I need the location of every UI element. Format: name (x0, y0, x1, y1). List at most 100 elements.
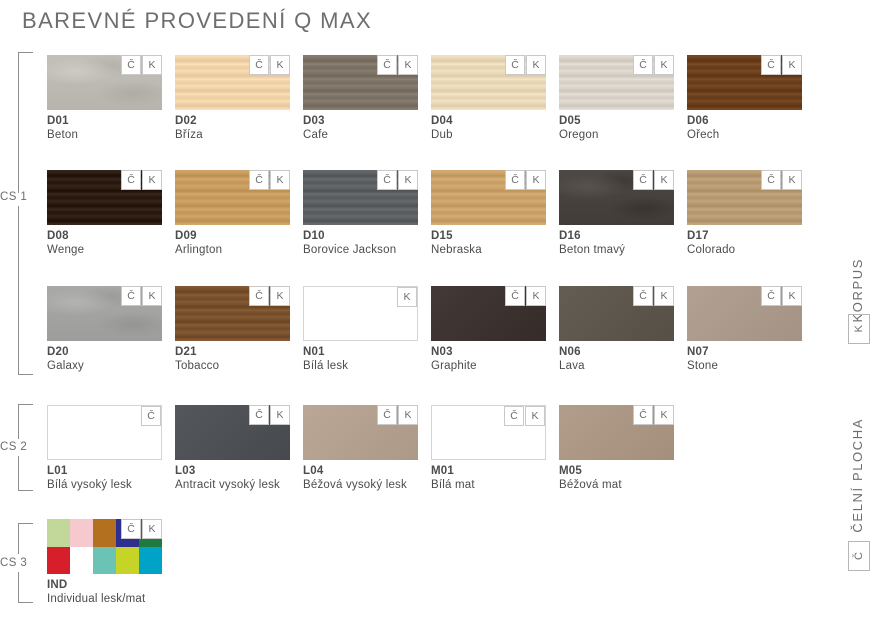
badge-group: Č K (120, 286, 162, 306)
swatch-cell[interactable]: Č K D03 Cafe (303, 55, 418, 141)
swatch-name: Bříza (175, 129, 203, 141)
bracket-cs2-bottom (18, 456, 33, 491)
swatch-color[interactable]: Č K (431, 405, 546, 460)
swatch-cell[interactable]: Č K D17 Colorado (687, 170, 802, 256)
swatch-color[interactable]: Č K (559, 405, 674, 460)
badge-korpus: K (142, 286, 162, 306)
swatch-cell[interactable]: Č K D20 Galaxy (47, 286, 162, 372)
swatch-cell[interactable]: Č K D01 Beton (47, 55, 162, 141)
badge-korpus: K (782, 55, 802, 75)
badge-group: Č K (760, 170, 802, 190)
ind-color-cell[interactable] (70, 519, 93, 547)
badge-korpus: K (270, 55, 290, 75)
badge-group: Č K (760, 55, 802, 75)
swatch-cell[interactable]: Č K D16 Beton tmavý (559, 170, 674, 256)
ind-color-cell[interactable] (93, 519, 116, 547)
swatch-cell[interactable]: Č K D04 Dub (431, 55, 546, 141)
legend-celni-label: ČELNÍ PLOCHA (850, 418, 865, 533)
swatch-cell[interactable]: Č K IND Individual lesk/mat (47, 519, 162, 605)
ind-color-cell[interactable] (93, 546, 116, 574)
swatch-cell[interactable]: Č K L03 Antracit vysoký lesk (175, 405, 290, 491)
swatch-name: Béžová vysoký lesk (303, 479, 407, 491)
badge-group: Č K (120, 170, 162, 190)
swatch-code: L03 (175, 465, 196, 477)
swatch-code: D06 (687, 115, 709, 127)
swatch-code: D16 (559, 230, 581, 242)
badge-group: Č K (504, 55, 546, 75)
swatch-cell[interactable]: Č K D15 Nebraska (431, 170, 546, 256)
swatch-cell[interactable]: Č K D02 Bříza (175, 55, 290, 141)
bracket-cs3-top (18, 523, 33, 554)
badge-korpus: K (270, 286, 290, 306)
badge-korpus: K (142, 519, 162, 539)
swatch-cell[interactable]: Č K D06 Ořech (687, 55, 802, 141)
badge-celni: Č (121, 170, 141, 190)
swatch-color[interactable]: Č K (303, 55, 418, 110)
swatch-code: D04 (431, 115, 453, 127)
swatch-cell[interactable]: Č K M01 Bílá mat (431, 405, 546, 491)
badge-korpus: K (142, 55, 162, 75)
swatch-cell[interactable]: Č K N06 Lava (559, 286, 674, 372)
swatch-color[interactable]: Č K (559, 170, 674, 225)
swatch-code: M01 (431, 465, 454, 477)
swatch-color[interactable]: Č K (175, 55, 290, 110)
swatch-color[interactable]: Č K (175, 286, 290, 341)
swatch-color[interactable]: Č K (303, 170, 418, 225)
badge-celni: Č (761, 55, 781, 75)
swatch-code: L04 (303, 465, 324, 477)
swatch-color[interactable]: Č K (303, 405, 418, 460)
badge-korpus: K (782, 286, 802, 306)
badge-celni: Č (141, 406, 161, 426)
swatch-cell[interactable]: Č K N03 Graphite (431, 286, 546, 372)
swatch-cell[interactable]: K N01 Bílá lesk (303, 286, 418, 372)
swatch-color[interactable]: Č K (175, 170, 290, 225)
badge-korpus: K (270, 170, 290, 190)
badge-group: Č K (632, 170, 674, 190)
badge-celni: Č (249, 286, 269, 306)
swatch-color[interactable]: Č K (687, 55, 802, 110)
swatch-cell[interactable]: Č K L04 Béžová vysoký lesk (303, 405, 418, 491)
ind-color-cell[interactable] (70, 546, 93, 574)
swatch-cell[interactable]: Č K D09 Arlington (175, 170, 290, 256)
swatch-color[interactable]: Č K (175, 405, 290, 460)
swatch-color[interactable]: Č K (431, 55, 546, 110)
swatch-name: Ořech (687, 129, 720, 141)
swatch-cell[interactable]: Č K N07 Stone (687, 286, 802, 372)
swatch-name: Galaxy (47, 360, 84, 372)
group-label-cs2: CS 2 (0, 441, 28, 453)
badge-korpus: K (526, 286, 546, 306)
ind-color-cell[interactable] (47, 519, 70, 547)
badge-group: Č K (376, 405, 418, 425)
badge-group: Č K (376, 55, 418, 75)
swatch-cell[interactable]: Č K D21 Tobacco (175, 286, 290, 372)
ind-color-cell[interactable] (139, 546, 162, 574)
swatch-color[interactable]: Č K (47, 286, 162, 341)
swatch-code: D15 (431, 230, 453, 242)
badge-group: Č K (632, 405, 674, 425)
swatch-color[interactable]: Č K (431, 286, 546, 341)
swatch-color[interactable]: Č (47, 405, 162, 460)
ind-color-cell[interactable] (116, 546, 139, 574)
swatch-cell[interactable]: Č K M05 Béžová mat (559, 405, 674, 491)
swatch-cell[interactable]: Č K D10 Borovice Jackson (303, 170, 418, 256)
ind-color-cell[interactable] (47, 546, 70, 574)
badge-celni: Č (504, 406, 524, 426)
swatch-color[interactable]: Č K (47, 55, 162, 110)
swatch-cell[interactable]: Č K D08 Wenge (47, 170, 162, 256)
swatch-color[interactable]: Č K (687, 286, 802, 341)
badge-group: Č K (760, 286, 802, 306)
swatch-cell[interactable]: Č K D05 Oregon (559, 55, 674, 141)
swatch-color[interactable]: Č K (431, 170, 546, 225)
swatch-cell[interactable]: Č L01 Bílá vysoký lesk (47, 405, 162, 491)
swatch-color[interactable]: Č K (47, 170, 162, 225)
swatch-color[interactable]: K (303, 286, 418, 341)
swatch-name: Bílá mat (431, 479, 475, 491)
swatch-name: Graphite (431, 360, 477, 372)
swatch-color[interactable]: Č K (687, 170, 802, 225)
swatch-color-individual[interactable]: Č K (47, 519, 162, 574)
swatch-color[interactable]: Č K (559, 55, 674, 110)
badge-korpus: K (398, 55, 418, 75)
swatch-color[interactable]: Č K (559, 286, 674, 341)
swatch-code: N01 (303, 346, 325, 358)
swatch-code: D05 (559, 115, 581, 127)
